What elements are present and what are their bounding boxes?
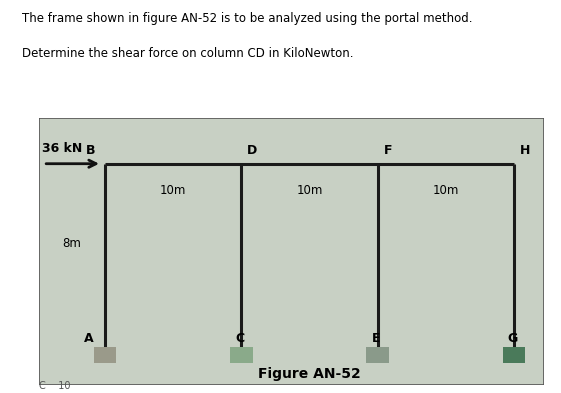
Text: F: F [384,144,392,157]
Text: C    10: C 10 [39,381,71,391]
Text: C: C [235,332,244,345]
Text: Determine the shear force on column CD in KiloNewton.: Determine the shear force on column CD i… [22,47,354,60]
FancyBboxPatch shape [39,118,544,385]
Bar [230,347,252,363]
Text: 10m: 10m [160,184,186,197]
Text: 36 kN: 36 kN [42,142,82,155]
Text: 10m: 10m [433,184,459,197]
Bar [366,347,389,363]
Text: A: A [84,332,93,345]
Bar [94,347,116,363]
Text: 10m: 10m [296,184,323,197]
Text: The frame shown in figure AN-52 is to be analyzed using the portal method.: The frame shown in figure AN-52 is to be… [22,12,473,25]
Bar [503,347,525,363]
Text: G: G [508,332,518,345]
Text: D: D [247,144,257,157]
Text: E: E [371,332,380,345]
Text: 8m: 8m [63,237,81,250]
Text: H: H [520,144,530,157]
Text: B: B [86,144,95,157]
Text: Figure AN-52: Figure AN-52 [258,367,361,382]
